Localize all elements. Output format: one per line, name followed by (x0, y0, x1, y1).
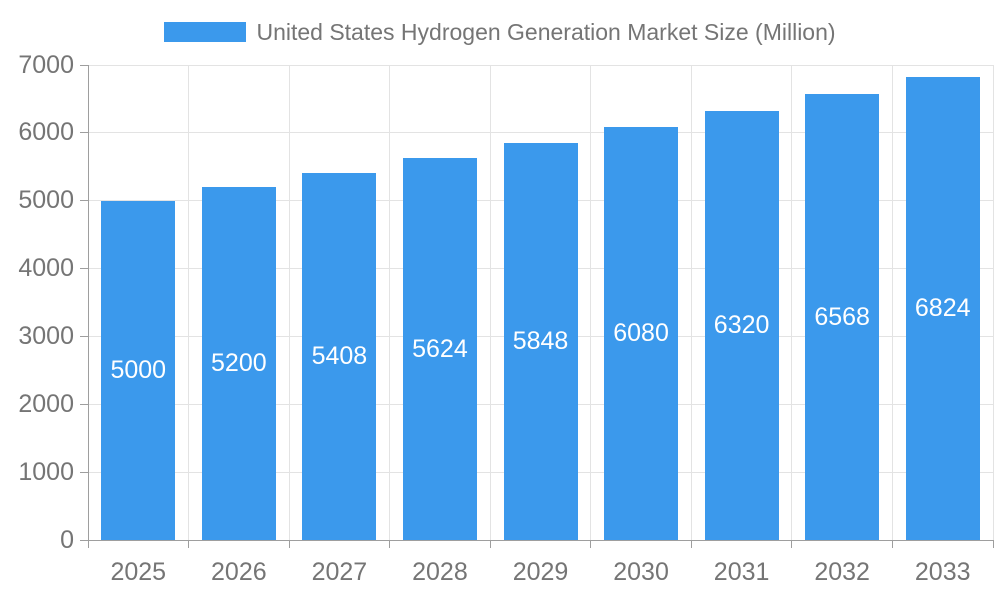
y-gridline (88, 64, 993, 66)
y-axis-tick (80, 64, 88, 66)
legend-label: United States Hydrogen Generation Market… (256, 19, 836, 45)
x-axis-tick-label: 2031 (713, 558, 770, 586)
y-axis-tick-label: 1000 (18, 457, 74, 486)
x-axis-tick (489, 540, 491, 548)
x-gridline (590, 65, 592, 540)
x-axis-tick-label: 2027 (311, 558, 368, 586)
x-axis-tick-label: 2033 (914, 558, 971, 586)
y-gridline (88, 132, 993, 134)
x-axis-tick (87, 540, 89, 548)
x-axis-tick (389, 540, 391, 548)
bar-2027[interactable] (302, 173, 377, 540)
y-axis-tick-label: 5000 (18, 186, 74, 215)
x-axis-tick (690, 540, 692, 548)
plot-area: 5000 5200 5408 5624 5848 6080 6320 6568 6824 (88, 64, 994, 540)
bar-2030[interactable] (604, 127, 679, 540)
x-gridline (489, 65, 491, 540)
bar-2029[interactable] (503, 143, 578, 540)
x-axis-tick-label: 2028 (412, 558, 468, 586)
y-axis-tick-label: 7000 (18, 50, 74, 79)
bar-2031[interactable] (704, 111, 779, 540)
x-axis-tick (288, 540, 290, 548)
legend-swatch-icon (164, 22, 247, 42)
y-axis-tick (80, 471, 88, 473)
chart-legend[interactable]: United States Hydrogen Generation Market… (0, 20, 1000, 44)
x-axis-tick (891, 540, 893, 548)
y-axis-tick (80, 335, 88, 337)
x-gridline (791, 65, 793, 540)
y-axis-tick-label: 2000 (18, 389, 74, 418)
x-gridline (690, 65, 692, 540)
x-gridline (891, 65, 893, 540)
x-axis-tick-label: 2029 (512, 558, 569, 586)
bar-2028[interactable] (402, 158, 477, 540)
x-axis-tick (791, 540, 793, 548)
bar-2032[interactable] (805, 94, 880, 540)
y-axis-tick (80, 132, 88, 134)
x-axis-tick (188, 540, 190, 548)
x-axis-tick (992, 540, 994, 548)
x-gridline (389, 65, 391, 540)
x-gridline (992, 65, 994, 540)
x-axis-tick-label: 2030 (613, 558, 669, 586)
bar-2025[interactable] (101, 200, 176, 540)
y-axis-tick (80, 268, 88, 270)
y-axis-tick-label: 6000 (18, 118, 74, 147)
x-axis-tick-label: 2026 (211, 558, 267, 586)
x-gridline (188, 65, 190, 540)
y-axis-tick-label: 0 (60, 525, 74, 554)
y-axis-tick (80, 200, 88, 202)
y-axis-tick-label: 4000 (18, 254, 74, 283)
y-axis-tick (80, 403, 88, 405)
x-axis-tick (590, 540, 592, 548)
y-axis-tick-label: 3000 (18, 321, 74, 350)
x-axis-line (80, 540, 993, 541)
x-axis-tick-label: 2032 (814, 558, 870, 586)
bar-2026[interactable] (201, 187, 276, 540)
y-axis-line (88, 65, 89, 548)
x-gridline (288, 65, 290, 540)
y-axis-tick (80, 539, 88, 541)
x-axis-tick-label: 2025 (110, 558, 167, 586)
bar-2033[interactable] (905, 76, 980, 540)
